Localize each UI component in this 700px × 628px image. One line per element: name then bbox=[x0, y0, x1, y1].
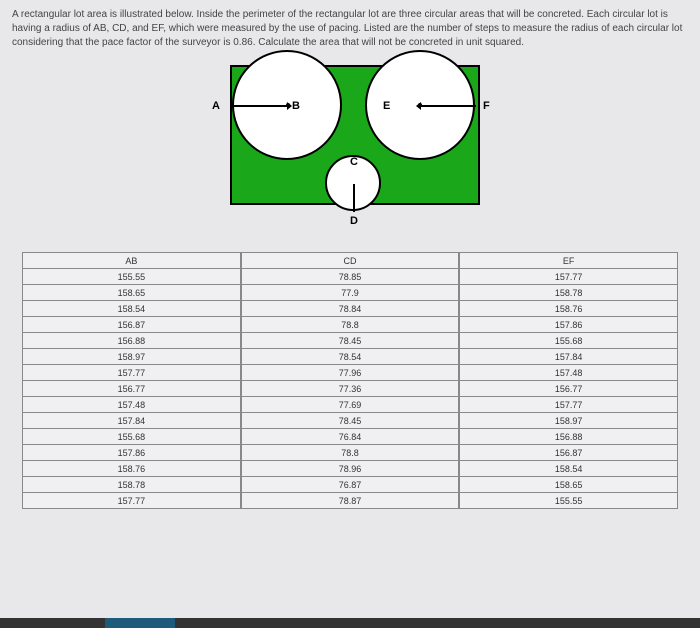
table-cell: 155.68 bbox=[460, 333, 678, 349]
table-cell: 156.77 bbox=[23, 381, 241, 397]
table-cell: 77.9 bbox=[241, 285, 459, 301]
table-cell: 78.54 bbox=[241, 349, 459, 365]
data-tables: AB 155.55158.65158.54156.87156.88158.971… bbox=[12, 252, 688, 509]
table-cell: 78.8 bbox=[241, 445, 459, 461]
table-ef-col: EF 157.77158.78158.76157.86155.68157.841… bbox=[459, 252, 678, 509]
table-cell: 158.54 bbox=[460, 461, 678, 477]
table-cell: 156.87 bbox=[460, 445, 678, 461]
table-cd: CD 78.8577.978.8478.878.4578.5477.9677.3… bbox=[241, 252, 460, 509]
table-cell: 156.87 bbox=[23, 317, 241, 333]
table-cell: 76.84 bbox=[241, 429, 459, 445]
table-cell: 76.87 bbox=[241, 477, 459, 493]
label-a: A bbox=[212, 100, 220, 112]
table-cell: 77.69 bbox=[241, 397, 459, 413]
table-cell: 158.76 bbox=[23, 461, 241, 477]
table-cell: 78.96 bbox=[241, 461, 459, 477]
table-cell: 156.88 bbox=[23, 333, 241, 349]
table-ab-col: AB 155.55158.65158.54156.87156.88158.971… bbox=[22, 252, 241, 509]
table-cell: 158.54 bbox=[23, 301, 241, 317]
table-cell: 157.77 bbox=[460, 397, 678, 413]
table-ef: EF 157.77158.78158.76157.86155.68157.841… bbox=[459, 252, 678, 509]
table-cell: 158.78 bbox=[23, 477, 241, 493]
table-cell: 158.97 bbox=[460, 413, 678, 429]
header-ef: EF bbox=[460, 253, 678, 269]
table-cell: 157.77 bbox=[23, 493, 241, 509]
table-cell: 78.45 bbox=[241, 413, 459, 429]
label-b: B bbox=[292, 100, 300, 112]
label-c: C bbox=[350, 156, 358, 168]
radius-line-ef bbox=[420, 105, 476, 107]
table-cell: 158.97 bbox=[23, 349, 241, 365]
center-point-e bbox=[418, 103, 422, 107]
problem-line1: A rectangular lot area is illustrated be… bbox=[12, 9, 668, 20]
table-cell: 157.77 bbox=[23, 365, 241, 381]
table-cell: 78.85 bbox=[241, 269, 459, 285]
radius-line-ab bbox=[232, 105, 288, 107]
table-cell: 78.84 bbox=[241, 301, 459, 317]
table-cell: 155.55 bbox=[23, 269, 241, 285]
table-cell: 77.36 bbox=[241, 381, 459, 397]
taskbar bbox=[0, 618, 700, 628]
radius-line-cd bbox=[353, 184, 355, 212]
table-ab: AB 155.55158.65158.54156.87156.88158.971… bbox=[22, 252, 241, 509]
table-cell: 157.86 bbox=[460, 317, 678, 333]
problem-statement: A rectangular lot area is illustrated be… bbox=[12, 8, 688, 50]
label-d: D bbox=[350, 215, 358, 227]
table-cell: 156.77 bbox=[460, 381, 678, 397]
table-cell: 78.87 bbox=[241, 493, 459, 509]
center-point-b bbox=[286, 103, 290, 107]
table-cell: 78.45 bbox=[241, 333, 459, 349]
lot-diagram: A B C D E F bbox=[200, 60, 500, 240]
table-cell: 157.77 bbox=[460, 269, 678, 285]
table-cell: 158.78 bbox=[460, 285, 678, 301]
problem-line2: having a radius of AB, CD, and EF, which… bbox=[12, 23, 682, 34]
table-cell: 158.76 bbox=[460, 301, 678, 317]
diagram-container: A B C D E F bbox=[12, 60, 688, 240]
table-cell: 78.8 bbox=[241, 317, 459, 333]
table-cell: 158.65 bbox=[460, 477, 678, 493]
header-ab: AB bbox=[23, 253, 241, 269]
table-cell: 77.96 bbox=[241, 365, 459, 381]
table-cd-col: CD 78.8577.978.8478.878.4578.5477.9677.3… bbox=[241, 252, 460, 509]
table-cell: 157.48 bbox=[460, 365, 678, 381]
table-cell: 157.84 bbox=[23, 413, 241, 429]
label-e: E bbox=[383, 100, 390, 112]
problem-line3: considering that the pace factor of the … bbox=[12, 37, 524, 48]
table-cell: 157.48 bbox=[23, 397, 241, 413]
table-cell: 157.84 bbox=[460, 349, 678, 365]
header-cd: CD bbox=[241, 253, 459, 269]
table-cell: 155.68 bbox=[23, 429, 241, 445]
table-cell: 156.88 bbox=[460, 429, 678, 445]
table-cell: 157.86 bbox=[23, 445, 241, 461]
table-cell: 158.65 bbox=[23, 285, 241, 301]
table-cell: 155.55 bbox=[460, 493, 678, 509]
label-f: F bbox=[483, 100, 490, 112]
